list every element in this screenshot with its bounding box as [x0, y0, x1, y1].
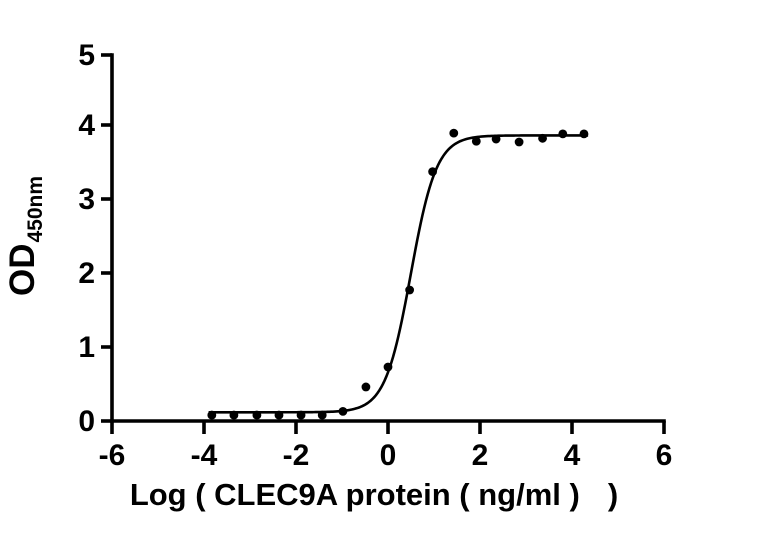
svg-text:0: 0 — [380, 439, 397, 472]
svg-text:2: 2 — [472, 439, 489, 472]
svg-text:2: 2 — [78, 257, 95, 290]
svg-text:4: 4 — [564, 439, 581, 472]
svg-text:1: 1 — [78, 331, 95, 364]
svg-text:-4: -4 — [191, 439, 218, 472]
svg-text:5: 5 — [78, 39, 95, 72]
svg-text:Log ( CLEC9A protein ( ng/ml ): Log ( CLEC9A protein ( ng/ml )) — [130, 477, 618, 512]
svg-text:-6: -6 — [99, 439, 126, 472]
svg-text:4: 4 — [78, 109, 95, 142]
svg-text:3: 3 — [78, 183, 95, 216]
svg-text:OD450nm: OD450nm — [3, 176, 47, 296]
svg-text:0: 0 — [78, 405, 95, 438]
svg-text:-2: -2 — [283, 439, 310, 472]
svg-text:6: 6 — [656, 439, 673, 472]
